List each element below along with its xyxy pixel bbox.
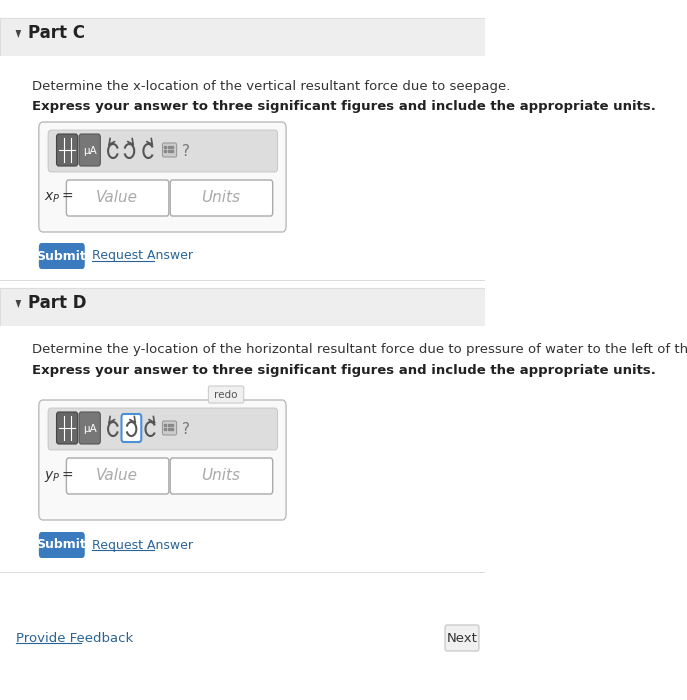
Text: Determine the y-location of the horizontal resultant force due to pressure of wa: Determine the y-location of the horizont… (32, 343, 687, 356)
Polygon shape (16, 30, 21, 38)
FancyBboxPatch shape (122, 414, 142, 442)
Text: $y_P=$: $y_P=$ (44, 468, 74, 484)
FancyBboxPatch shape (48, 130, 278, 172)
Text: Request Answer: Request Answer (92, 538, 193, 552)
Bar (0, 288, 485, 326)
FancyBboxPatch shape (79, 412, 100, 444)
Text: Units: Units (201, 468, 240, 484)
Text: redo: redo (214, 390, 238, 400)
FancyBboxPatch shape (56, 134, 78, 166)
FancyBboxPatch shape (39, 122, 286, 232)
Text: Part C: Part C (28, 24, 85, 42)
FancyBboxPatch shape (39, 400, 286, 520)
Text: μA: μA (83, 146, 97, 156)
Bar (0, 280, 485, 281)
FancyBboxPatch shape (445, 625, 479, 651)
FancyBboxPatch shape (208, 386, 244, 403)
Text: Express your answer to three significant figures and include the appropriate uni: Express your answer to three significant… (32, 364, 655, 377)
Bar (0, 572, 485, 573)
FancyBboxPatch shape (56, 412, 78, 444)
Text: $x_P=$: $x_P=$ (44, 191, 74, 205)
Text: Determine the x-location of the vertical resultant force due to seepage.: Determine the x-location of the vertical… (32, 80, 510, 93)
Text: Value: Value (96, 190, 138, 206)
Bar (0, 18, 485, 56)
FancyBboxPatch shape (67, 458, 169, 494)
Polygon shape (16, 300, 21, 308)
Text: Part D: Part D (28, 294, 87, 312)
FancyBboxPatch shape (48, 408, 278, 450)
Text: Submit: Submit (36, 538, 87, 552)
FancyBboxPatch shape (79, 134, 100, 166)
FancyBboxPatch shape (39, 532, 85, 558)
Bar (0, 56, 485, 306)
Text: Value: Value (96, 468, 138, 484)
FancyBboxPatch shape (162, 421, 177, 435)
FancyBboxPatch shape (162, 143, 177, 157)
FancyBboxPatch shape (67, 180, 169, 216)
Bar (0, 326, 485, 591)
Text: ?: ? (182, 144, 190, 158)
Text: ?: ? (182, 421, 190, 437)
FancyBboxPatch shape (170, 180, 273, 216)
Text: μA: μA (83, 424, 97, 434)
FancyBboxPatch shape (170, 458, 273, 494)
Text: Request Answer: Request Answer (92, 249, 193, 262)
Text: Provide Feedback: Provide Feedback (16, 631, 133, 645)
Text: Units: Units (201, 190, 240, 206)
Text: Express your answer to three significant figures and include the appropriate uni: Express your answer to three significant… (32, 100, 655, 113)
FancyBboxPatch shape (39, 243, 85, 269)
Text: Next: Next (447, 631, 477, 645)
Text: Submit: Submit (36, 249, 87, 262)
